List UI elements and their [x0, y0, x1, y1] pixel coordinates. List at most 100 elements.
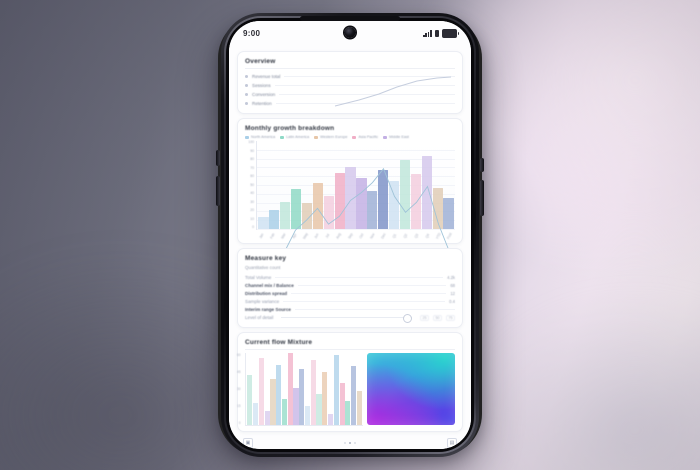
- bar[interactable]: [328, 414, 334, 425]
- legend-swatch-icon: [352, 135, 357, 139]
- detail-row-value: 0.4: [449, 298, 455, 304]
- battery-full-icon: [442, 28, 459, 38]
- bar[interactable]: [276, 365, 282, 425]
- phone-button-volume-up[interactable]: [216, 150, 220, 166]
- slider-handle-icon[interactable]: [403, 314, 412, 323]
- y-tick-label: 50: [250, 182, 254, 187]
- legend-item[interactable]: Western Europe: [314, 135, 347, 139]
- bar[interactable]: [410, 174, 422, 229]
- detail-slider-row[interactable]: Level of detail 25 50 75: [245, 313, 455, 323]
- summary-row-rule: [274, 85, 455, 86]
- bar[interactable]: [389, 180, 400, 229]
- gridline: [257, 193, 455, 195]
- bar[interactable]: [281, 398, 288, 425]
- slider-track[interactable]: [281, 314, 412, 323]
- bar[interactable]: [345, 401, 351, 425]
- bar[interactable]: [280, 201, 291, 229]
- bar[interactable]: [378, 170, 389, 229]
- bar[interactable]: [287, 353, 293, 425]
- bar[interactable]: [432, 187, 443, 229]
- bar[interactable]: [312, 183, 323, 229]
- list-item[interactable]: Retention: [245, 99, 455, 108]
- bar[interactable]: [316, 393, 322, 425]
- bar[interactable]: [304, 405, 311, 425]
- summary-row-rule: [284, 76, 455, 77]
- summary-rows: Revenue total Sessions Conversion: [245, 72, 455, 108]
- bar[interactable]: [356, 391, 363, 425]
- slider-chip[interactable]: 50: [433, 314, 442, 321]
- bar[interactable]: [334, 172, 345, 229]
- bar[interactable]: [299, 368, 305, 425]
- background-glow-bottomright: [470, 300, 700, 470]
- bar[interactable]: [310, 360, 316, 425]
- slider-chip[interactable]: 25: [420, 314, 429, 321]
- bar[interactable]: [258, 357, 264, 425]
- bottom-y-axis-labels: 60 45 30 15 0: [237, 353, 241, 425]
- gradient-panel-container: [367, 353, 455, 426]
- bottom-card-body: 60 45 30 15 0: [237, 353, 455, 426]
- table-row[interactable]: Distribution spread 12: [245, 289, 455, 297]
- pagination-dot[interactable]: [344, 442, 346, 444]
- y-tick-label: 0: [252, 225, 254, 230]
- bar[interactable]: [323, 195, 334, 229]
- bar[interactable]: [247, 374, 253, 425]
- detail-row-value: 12: [450, 290, 455, 296]
- bar[interactable]: [367, 191, 378, 229]
- gridline: [257, 220, 455, 222]
- phone-button-power[interactable]: [480, 180, 484, 216]
- list-item[interactable]: Sessions: [245, 81, 455, 90]
- summary-card: Overview Revenue total Sessions: [237, 51, 463, 114]
- bar[interactable]: [293, 387, 299, 425]
- bar[interactable]: [421, 155, 432, 229]
- overlay-line-series: [257, 141, 455, 339]
- legend-label: North America: [251, 135, 276, 139]
- bar[interactable]: [258, 216, 269, 229]
- bar[interactable]: [443, 198, 454, 229]
- bottom-y-tick-label: 15: [237, 404, 241, 408]
- list-item[interactable]: Conversion: [245, 90, 455, 99]
- detail-row-key: Interim range Source: [245, 306, 291, 312]
- bar[interactable]: [322, 372, 328, 425]
- bar[interactable]: [291, 188, 302, 229]
- bar[interactable]: [351, 366, 357, 425]
- detail-row-value: 68: [450, 282, 455, 288]
- bar[interactable]: [253, 403, 259, 425]
- gridline: [257, 185, 455, 186]
- bar[interactable]: [269, 209, 280, 229]
- app-content: Overview Revenue total Sessions: [229, 45, 471, 449]
- main-plot[interactable]: [256, 141, 455, 230]
- legend-item[interactable]: Latin America: [280, 135, 309, 139]
- phone-button-volume-down[interactable]: [216, 176, 220, 206]
- status-time: 9:00: [243, 28, 261, 38]
- bar[interactable]: [399, 160, 411, 229]
- legend-label: Middle East: [389, 135, 409, 139]
- y-tick-label: 90: [250, 148, 254, 153]
- bar[interactable]: [301, 203, 313, 229]
- phone-button-assistant[interactable]: [480, 158, 484, 172]
- bar[interactable]: [333, 355, 339, 425]
- summary-row-label: Sessions: [252, 83, 271, 88]
- pagination-dot[interactable]: [354, 442, 356, 444]
- table-row[interactable]: Channel mix / Balance 68: [245, 281, 455, 289]
- bottom-distribution-plot[interactable]: 60 45 30 15 0: [237, 353, 364, 426]
- bar[interactable]: [264, 410, 270, 425]
- bottom-y-tick-label: 45: [237, 370, 241, 374]
- pagination-dot-active[interactable]: [349, 442, 351, 444]
- legend-item[interactable]: North America: [245, 135, 275, 139]
- gridline: [257, 149, 455, 151]
- table-row[interactable]: Interim range Source: [245, 305, 455, 313]
- bar[interactable]: [270, 379, 276, 425]
- table-row[interactable]: Sample variance 0.4: [245, 297, 455, 305]
- legend-item[interactable]: Asia Pacific: [352, 135, 378, 139]
- bullet-icon: [245, 93, 248, 96]
- legend-item[interactable]: Middle East: [383, 135, 409, 139]
- bar[interactable]: [345, 166, 356, 229]
- gradient-field-panel[interactable]: [367, 353, 455, 425]
- table-row[interactable]: Total Volume 4.2k: [245, 273, 455, 281]
- detail-row-key: Channel mix / Balance: [245, 282, 294, 288]
- y-tick-label: 100: [248, 140, 254, 144]
- bar[interactable]: [356, 177, 367, 229]
- bar[interactable]: [339, 383, 345, 425]
- slider-chip[interactable]: 75: [446, 314, 455, 321]
- list-item[interactable]: Revenue total: [245, 72, 455, 81]
